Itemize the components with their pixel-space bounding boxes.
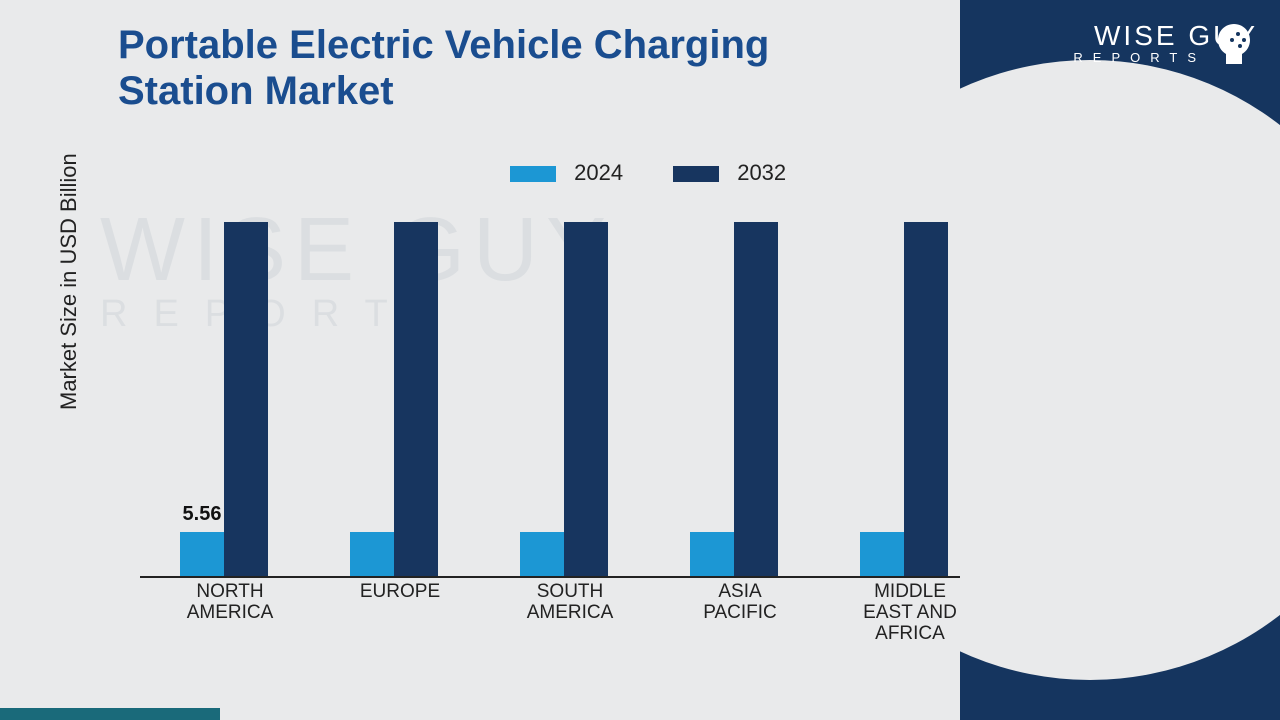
legend-swatch-2032 [673,166,719,182]
legend-swatch-2024 [510,166,556,182]
legend-label-2024: 2024 [574,160,623,185]
bar-2024 [860,532,904,576]
value-label: 5.56 [183,503,222,526]
bar-2032 [224,222,268,576]
brand-logo: WISE GUY REPORTS [1073,20,1258,65]
legend-item-2024: 2024 [510,160,623,186]
y-axis-label: Market Size in USD Billion [56,153,82,410]
bar-2032 [394,222,438,576]
logo-line2: REPORTS [1073,50,1206,65]
head-icon [1210,20,1258,68]
x-axis-label: EUROPE [340,582,460,603]
legend-item-2032: 2032 [673,160,786,186]
bar-2024 [180,532,224,576]
bar-2024 [520,532,564,576]
x-axis-label: SOUTH AMERICA [510,582,630,624]
chart-area: Market Size in USD Billion 2024 2032 5.5… [80,160,960,680]
plot-region: 5.56 [140,206,960,578]
bar-2032 [734,222,778,576]
x-axis-label: MIDDLE EAST AND AFRICA [850,582,970,645]
legend: 2024 2032 [510,160,786,186]
bar-2032 [904,222,948,576]
bottom-accent-bar [0,708,220,720]
x-axis-label: ASIA PACIFIC [680,582,800,624]
bar-2024 [350,532,394,576]
chart-canvas: Portable Electric Vehicle Charging Stati… [0,0,1280,720]
chart-title: Portable Electric Vehicle Charging Stati… [118,22,838,114]
legend-label-2032: 2032 [737,160,786,185]
x-axis-label: NORTH AMERICA [170,582,290,624]
bar-2032 [564,222,608,576]
bar-2024 [690,532,734,576]
